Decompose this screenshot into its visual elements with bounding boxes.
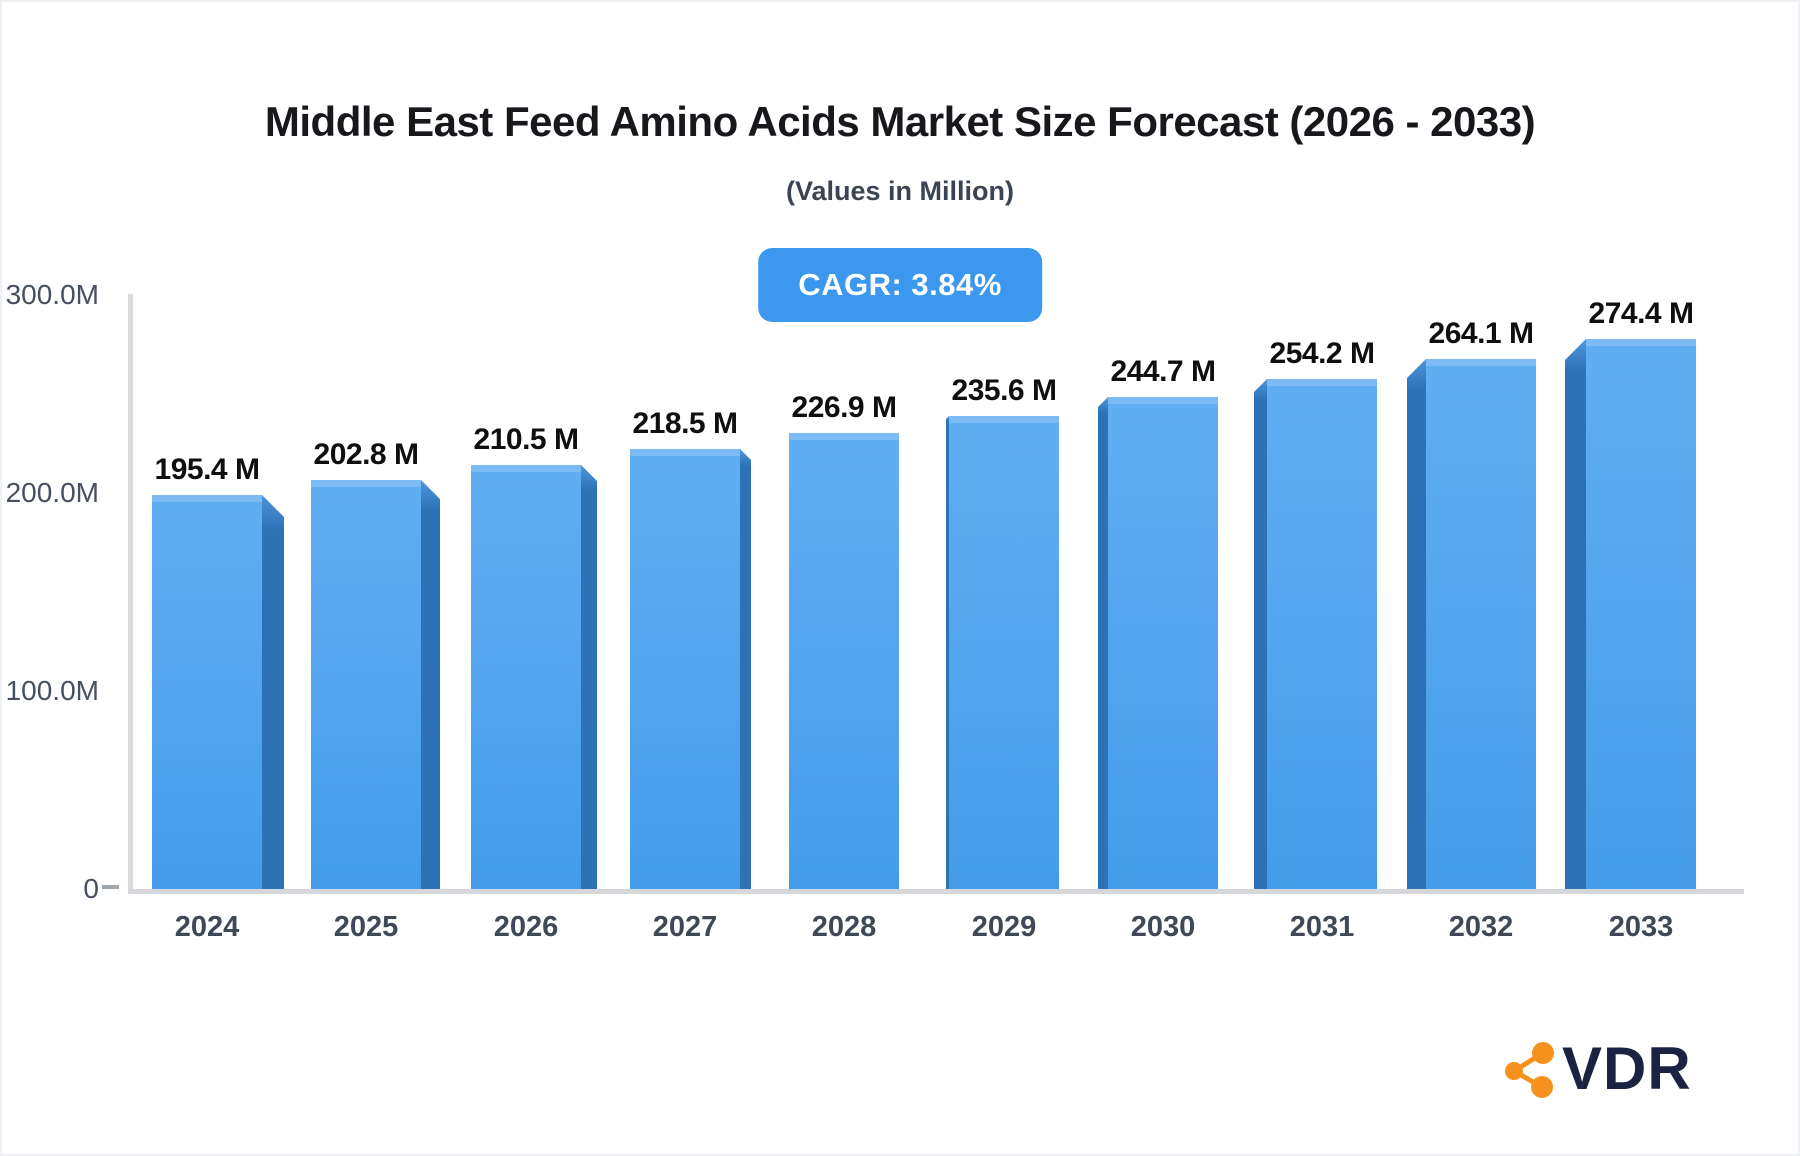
bar-side-face [1254,379,1267,889]
x-axis-label-2027: 2027 [652,911,718,943]
bar-face[interactable] [1108,397,1218,889]
bar-value-label: 244.7 M [1110,355,1216,388]
bar-face[interactable] [1426,359,1536,889]
bar-top-face [789,433,899,440]
y-axis-tick-label: 0 [83,873,99,904]
bar-top-face [949,416,1059,423]
bar-top-face [1267,379,1377,386]
bar-side-face [740,449,751,889]
bar-side-face [1407,359,1426,889]
x-axis-label-2031: 2031 [1289,911,1355,943]
x-axis-label-2029: 2029 [971,911,1037,943]
bar-top-face [1108,397,1218,404]
bar-2030[interactable] [1098,397,1218,889]
bar-side-face [581,465,597,889]
bar-value-label: 254.2 M [1269,337,1375,370]
x-axis-label-2024: 2024 [174,911,240,943]
bar-2026[interactable] [471,465,597,889]
chart-subtitle: (Values in Million) [785,176,1015,206]
y-axis-tick-label: 100.0M [5,675,99,706]
bar-value-label: 195.4 M [154,453,260,486]
bar-value-label: 210.5 M [473,423,579,456]
x-axis-label-2028: 2028 [811,911,877,943]
y-axis-tick-label: 200.0M [5,477,99,508]
bar-2031[interactable] [1254,379,1377,889]
bar-face[interactable] [630,449,740,889]
bar-side-face [421,480,440,889]
bar-2027[interactable] [630,449,751,889]
bar-face[interactable] [152,495,262,889]
bar-value-label: 235.6 M [951,374,1057,407]
bar-top-face [630,449,740,456]
logo-text: VDR [1562,1035,1692,1102]
y-axis-tick-label: 300.0M [5,279,99,310]
bar-face[interactable] [789,433,899,889]
x-axis-label-2025: 2025 [333,911,399,943]
bar-value-label: 274.4 M [1588,297,1694,330]
vdr-logo: VDR [1500,1034,1692,1103]
bar-2025[interactable] [311,480,440,889]
x-axis-label-2033: 2033 [1608,911,1674,943]
bar-value-label: 264.1 M [1428,317,1534,350]
chart-title: Middle East Feed Amino Acids Market Size… [264,98,1536,145]
bar-2033[interactable] [1565,339,1696,889]
bar-value-label: 226.9 M [791,391,897,424]
bar-top-face [471,465,581,472]
bar-face[interactable] [311,480,421,889]
bar-face[interactable] [471,465,581,889]
bar-side-face [262,495,284,889]
x-axis-line [128,889,1744,894]
bar-face[interactable] [949,416,1059,889]
y-axis-line [128,294,133,893]
bar-side-face [1565,339,1586,889]
x-axis-label-2032: 2032 [1448,911,1514,943]
bar-face[interactable] [1267,379,1377,889]
bar-2032[interactable] [1407,359,1536,889]
share-network-icon [1505,1041,1554,1098]
bar-top-face [1586,339,1696,346]
bar-top-face [1426,359,1536,366]
bar-value-label: 202.8 M [313,438,419,471]
bar-side-face [1098,397,1108,889]
bar-face[interactable] [1586,339,1696,889]
bar-2028[interactable] [789,433,899,889]
x-axis-label-2030: 2030 [1130,911,1196,943]
bar-2024[interactable] [152,495,284,889]
bar-2029[interactable] [946,416,1059,889]
zero-tick-mark [102,885,119,889]
x-axis-label-2026: 2026 [493,911,559,943]
bar-value-label: 218.5 M [632,407,738,440]
cagr-badge: CAGR: 3.84% [758,248,1042,322]
bar-top-face [152,495,262,502]
bar-side-face [946,416,949,889]
bar-top-face [311,480,421,487]
